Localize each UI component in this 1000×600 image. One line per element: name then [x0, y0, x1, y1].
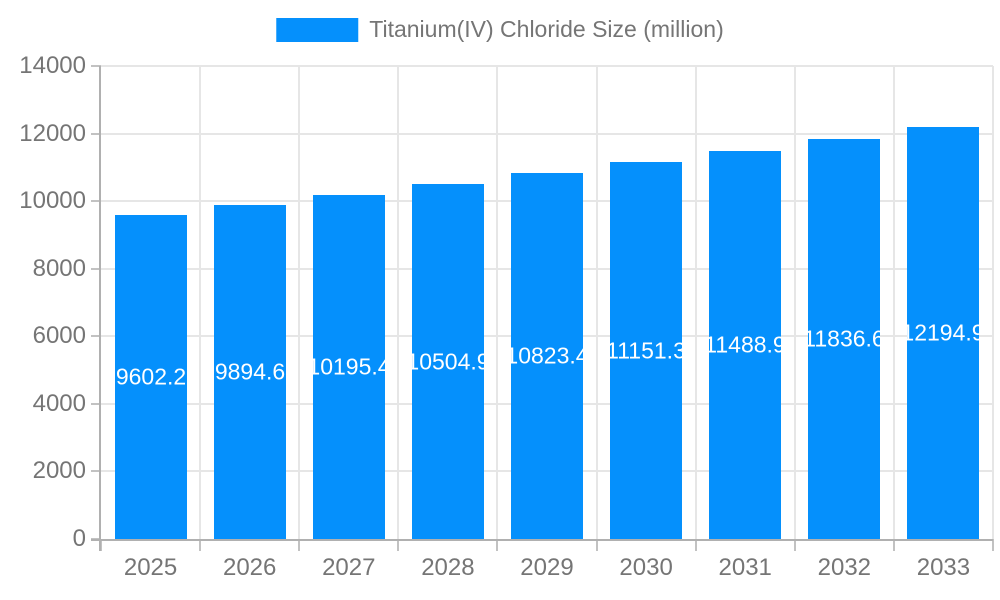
v-gridline	[992, 66, 994, 539]
x-tick-mark	[496, 539, 499, 551]
h-gridline	[101, 65, 993, 67]
x-tick-label: 2027	[322, 554, 376, 581]
x-tick-label: 2030	[619, 554, 673, 581]
bar-value-label: 11488.9	[709, 331, 781, 358]
plot-area: 9602.2 9894.6 10195.4 10504.9 10823.4 11151.3…	[101, 65, 994, 539]
legend-label: Titanium(IV) Chloride Size (million)	[369, 16, 724, 42]
x-tick-label: 2032	[817, 554, 872, 581]
v-gridline	[397, 66, 400, 539]
y-axis-line	[99, 66, 101, 551]
x-tick-mark	[992, 539, 994, 551]
x-tick-label: 2025	[123, 554, 178, 581]
bar-2028: 10504.9	[412, 184, 484, 539]
v-gridline	[199, 66, 202, 539]
y-tick-mark	[91, 132, 101, 135]
x-axis-line	[91, 539, 993, 541]
x-tick-label: 2033	[916, 554, 971, 581]
y-tick-label: 6000	[32, 322, 86, 350]
h-gridline	[101, 132, 993, 135]
x-tick-mark	[694, 539, 697, 551]
x-tick-label: 2031	[718, 554, 772, 581]
y-tick-mark	[91, 200, 101, 203]
x-tick-mark	[595, 539, 598, 551]
bar-value-label: 10195.4	[313, 353, 385, 380]
y-tick-mark	[91, 65, 101, 67]
x-tick-mark	[892, 539, 895, 551]
y-tick-label: 0	[72, 525, 86, 552]
v-gridline	[793, 66, 796, 539]
x-tick-mark	[100, 539, 102, 551]
bar-value-label: 11836.6	[808, 325, 880, 352]
y-tick-label: 8000	[32, 254, 86, 282]
y-tick-mark	[91, 470, 101, 473]
bar-value-label: 9602.2	[115, 363, 187, 390]
bar-2033: 12194.9	[907, 127, 979, 539]
v-gridline	[595, 66, 598, 539]
bar-2029: 10823.4	[511, 173, 583, 539]
bar-2025: 9602.2	[115, 215, 187, 539]
x-tick-mark	[298, 539, 301, 551]
bar-value-label: 10823.4	[511, 342, 583, 369]
legend-swatch	[276, 17, 359, 42]
y-tick-label: 14000	[19, 52, 86, 79]
y-tick-label: 10000	[19, 187, 86, 215]
x-tick-label: 2026	[222, 554, 277, 581]
x-tick-label: 2028	[421, 554, 475, 581]
bar-2026: 9894.6	[214, 205, 286, 539]
y-tick-mark	[91, 402, 101, 405]
x-tick-mark	[793, 539, 796, 551]
bar-2031: 11488.9	[709, 151, 781, 539]
bar-value-label: 11151.3	[610, 337, 682, 363]
x-tick-label: 2029	[520, 554, 574, 581]
bar-value-label: 12194.9	[907, 319, 979, 346]
y-tick-label: 2000	[32, 457, 86, 485]
x-tick-mark	[199, 539, 202, 551]
bar-2032: 11836.6	[808, 139, 880, 539]
legend: Titanium(IV) Chloride Size (million)	[276, 16, 724, 43]
v-gridline	[298, 66, 301, 539]
bar-2027: 10195.4	[313, 195, 385, 539]
bar-value-label: 9894.6	[214, 358, 286, 385]
y-tick-label: 4000	[32, 389, 86, 417]
y-tick-mark	[91, 335, 101, 338]
bar-value-label: 10504.9	[412, 348, 484, 374]
v-gridline	[496, 66, 499, 539]
y-tick-mark	[91, 267, 101, 270]
x-tick-mark	[397, 539, 400, 551]
y-tick-label: 12000	[19, 119, 86, 147]
v-gridline	[694, 66, 697, 539]
bar-2030: 11151.3	[610, 162, 682, 539]
v-gridline	[892, 66, 895, 539]
